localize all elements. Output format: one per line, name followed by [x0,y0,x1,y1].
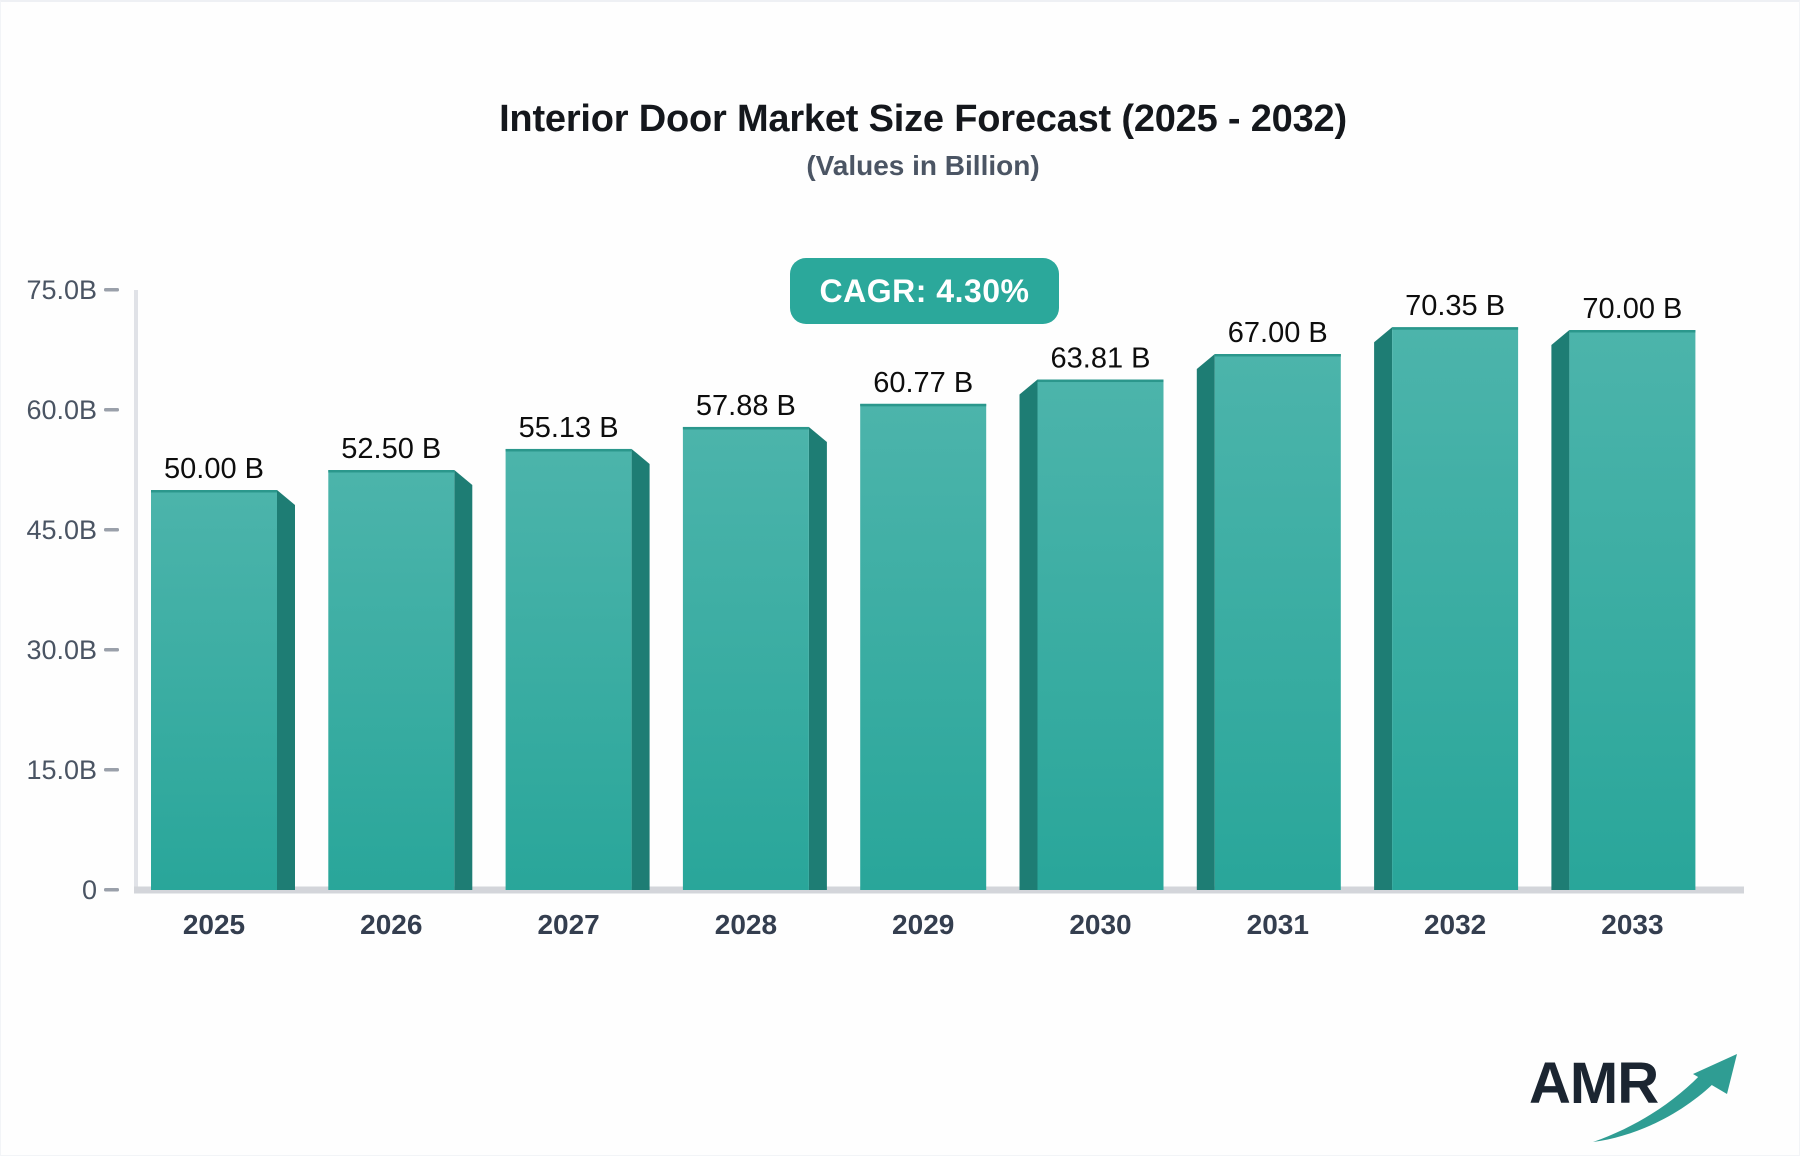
y-tick-label: 15.0B [26,755,97,785]
bar-top-edge [151,490,277,493]
chart-subtitle: (Values in Billion) [806,150,1040,181]
bar-value-label: 60.77 B [873,367,973,399]
x-tick-label: 2031 [1247,909,1309,940]
cagr-badge: CAGR: 4.30% [790,258,1059,324]
x-tick-label: 2027 [537,909,599,940]
y-tick-label: 0 [82,875,97,905]
y-tick-mark [104,528,119,532]
bar-side-face [631,448,650,890]
x-tick-label: 2025 [183,909,245,940]
bar-top-edge [1214,354,1341,357]
y-tick-label: 75.0B [26,275,97,305]
bar-2026 [328,470,455,890]
bar-value-label: 63.81 B [1051,343,1151,375]
bar-2027 [505,448,632,890]
y-tick-mark [104,288,119,292]
bar-value-label: 70.00 B [1582,293,1682,325]
x-tick-label: 2032 [1424,909,1486,940]
bar-top-edge [505,448,632,452]
bar-2031 [1214,354,1341,890]
bar-value-label: 67.00 B [1228,317,1328,349]
y-tick-mark [104,768,119,772]
bar-2030 [1037,379,1164,890]
growth-arrow-icon [1593,1054,1737,1142]
x-tick-label: 2029 [892,909,954,940]
x-tick-label: 2030 [1069,909,1131,940]
y-tick-label: 30.0B [26,635,97,665]
y-axis-line [134,290,138,890]
bar-side-face [454,470,473,890]
bar-top-edge [328,470,455,473]
bar-value-label: 52.50 B [341,433,441,465]
bar-side-face [1196,354,1215,890]
bar-side-face [1551,330,1570,890]
bar-side-face [808,426,827,890]
label-layer: 50.00 B 2025 52.50 B 2026 55.13 B 2027 57.88 B… [164,290,1682,940]
amr-logo-text: AMR [1529,1051,1659,1116]
y-tick-mark [104,648,119,652]
y-tick-label: 45.0B [26,515,97,545]
bar-2029 [860,403,987,890]
x-tick-label: 2033 [1601,909,1663,940]
y-tick-mark [104,888,119,892]
bar-value-label: 70.35 B [1405,290,1505,322]
bar-side-face [1019,379,1038,890]
bar-value-label: 57.88 B [696,390,796,422]
bar-side-face [277,490,295,890]
bar-2025 [151,490,277,890]
bar-2028 [682,426,809,890]
bar-value-label: 50.00 B [164,453,264,485]
x-tick-label: 2026 [360,909,422,940]
bar-2033 [1569,330,1696,890]
bar-top-edge [682,426,809,430]
bar-value-label: 55.13 B [519,412,619,444]
bar-layer [151,327,1696,890]
bar-side-face [1374,327,1393,890]
chart-title: Interior Door Market Size Forecast (2025… [499,98,1347,140]
bar-top-edge [1037,379,1164,383]
bar-2032 [1392,327,1519,890]
amr-logo: AMR [1523,1048,1753,1148]
x-tick-label: 2028 [715,909,777,940]
y-tick-label: 60.0B [26,395,97,425]
y-tick-mark [104,408,119,412]
bar-top-edge [1569,330,1696,333]
bar-top-edge [860,403,987,407]
bar-top-edge [1392,327,1519,330]
